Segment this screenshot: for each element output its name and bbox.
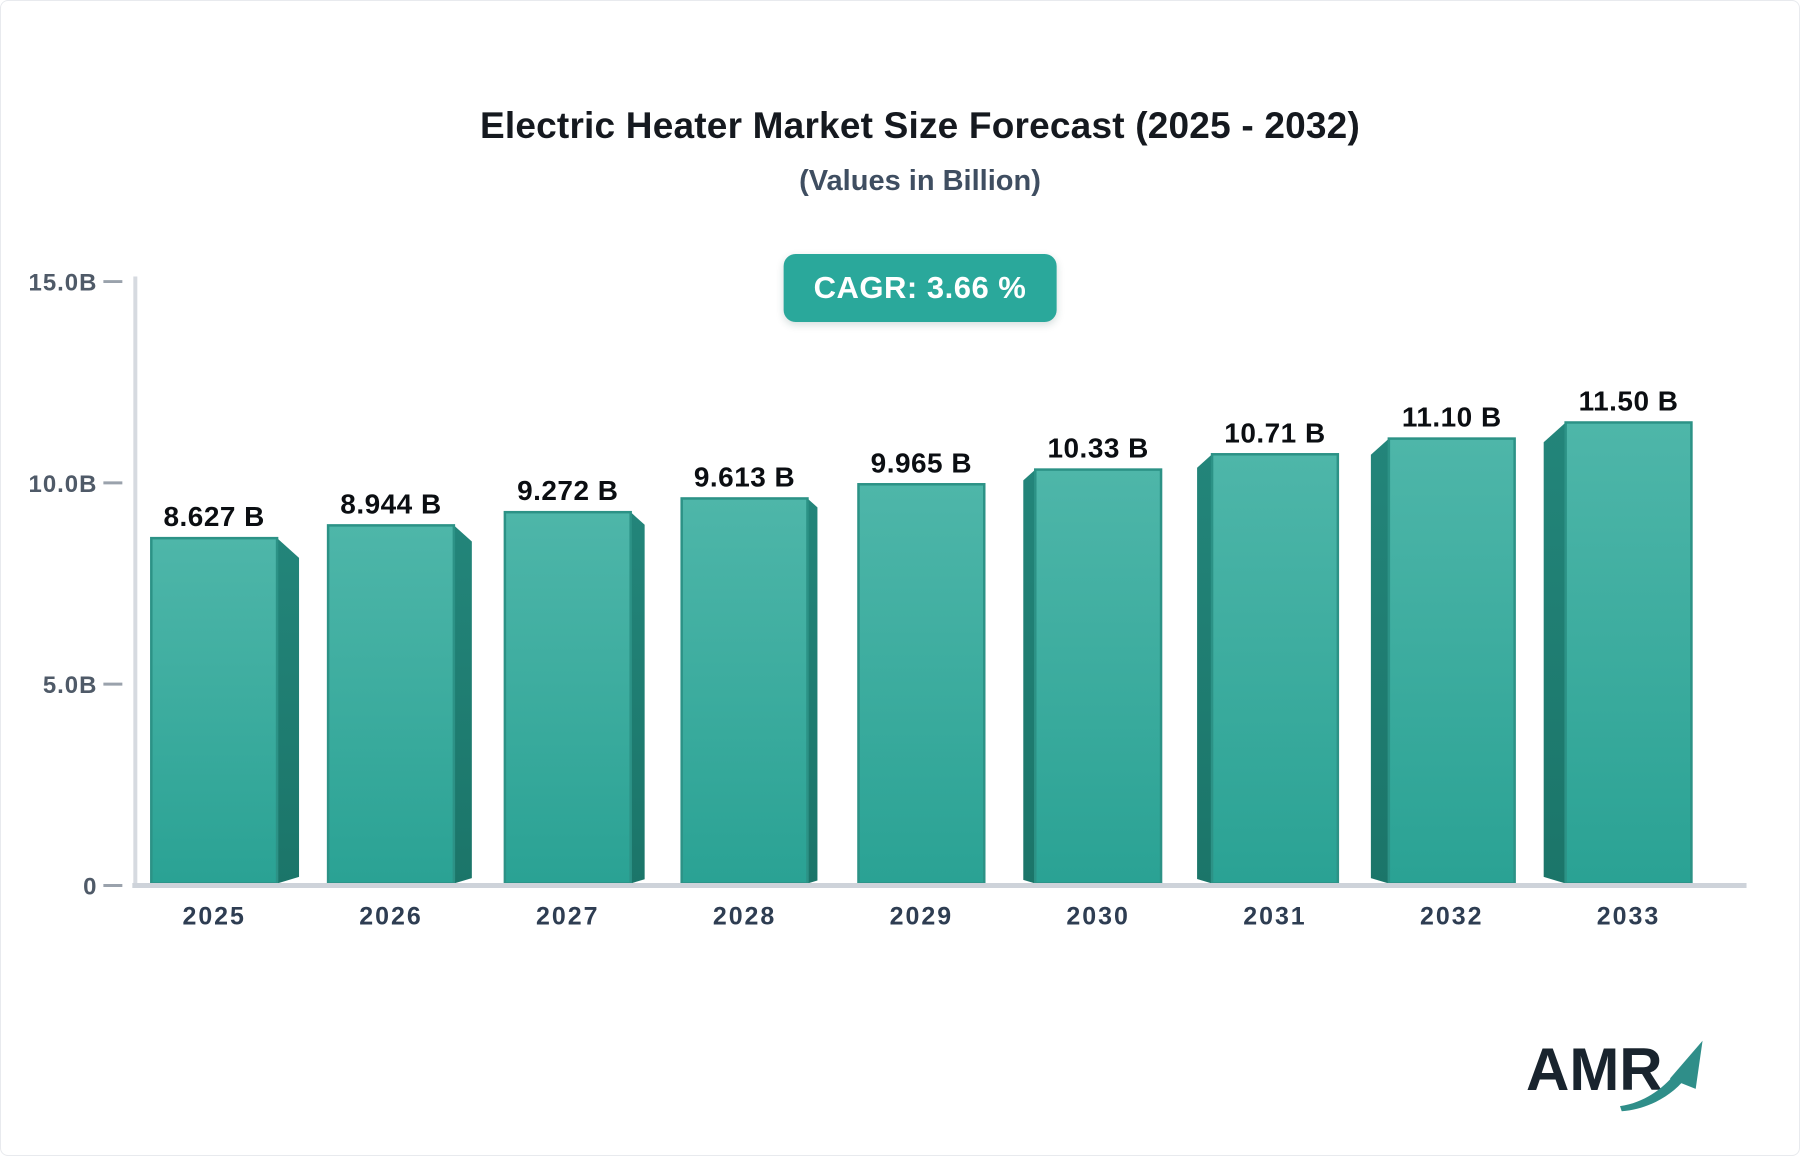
bar-2025 [150, 536, 279, 885]
bar-value-label: 11.50 B [1579, 385, 1679, 416]
bar-side-2027 [630, 512, 645, 884]
chart-title: Electric Heater Market Size Forecast (20… [480, 105, 1360, 146]
bar-2029 [857, 483, 986, 885]
amr-logo: AMR [1526, 1035, 1711, 1119]
bar-value-label: 9.965 B [871, 447, 972, 478]
y-tick-label: 5.0B [43, 672, 98, 699]
x-tick-label: 2033 [1597, 902, 1660, 930]
x-tick-label: 2029 [890, 902, 953, 930]
growth-arrow-icon [1620, 1040, 1703, 1112]
y-tick-label: 0 [83, 873, 97, 900]
bar-2026 [326, 524, 456, 885]
x-tick-label: 2026 [359, 902, 422, 930]
y-tick-label: 15.0B [29, 270, 98, 297]
x-tick-label: 2031 [1243, 902, 1306, 930]
bar-2031 [1210, 453, 1340, 885]
bar-value-label: 10.71 B [1224, 417, 1325, 448]
bar-value-label: 8.944 B [340, 488, 441, 519]
x-tick-label: 2025 [182, 902, 245, 930]
cagr-badge: CAGR: 3.66 % [783, 254, 1057, 322]
bar-value-label: 10.33 B [1047, 433, 1148, 464]
bar-side-2025 [277, 538, 300, 884]
bar-value-label: 9.613 B [694, 461, 795, 492]
bar-2030 [1034, 468, 1163, 885]
bar-side-2030 [1023, 469, 1036, 884]
bar-side-2026 [453, 525, 472, 884]
bar-side-2031 [1197, 454, 1213, 884]
bar-2033 [1564, 421, 1693, 885]
y-tick-label: 10.0B [29, 471, 98, 498]
x-tick-label: 2032 [1420, 902, 1483, 930]
chart-subtitle: (Values in Billion) [799, 165, 1041, 197]
bar-value-label: 11.10 B [1402, 402, 1502, 433]
bar-value-label: 8.627 B [164, 501, 265, 532]
amr-logo-text: AMR [1526, 1036, 1663, 1103]
x-tick-label: 2028 [713, 902, 776, 930]
bar-2032 [1387, 437, 1516, 885]
bar-2028 [680, 497, 809, 885]
bar-side-2032 [1370, 438, 1389, 884]
x-tick-label: 2030 [1066, 902, 1129, 930]
bar-side-2033 [1543, 422, 1566, 884]
bar-side-2028 [807, 498, 818, 884]
bar-value-label: 9.272 B [517, 475, 618, 506]
bar-2027 [503, 510, 632, 885]
x-tick-label: 2027 [536, 902, 599, 930]
